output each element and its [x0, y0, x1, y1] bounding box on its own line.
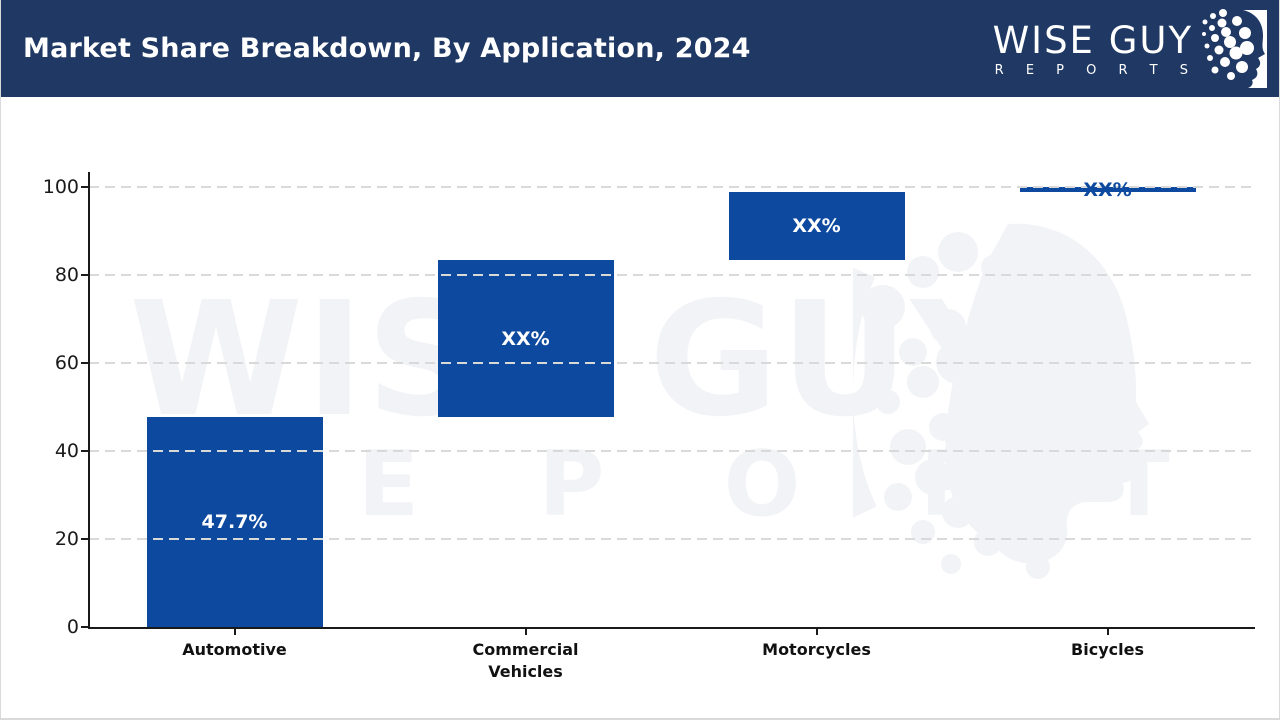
gridline [89, 538, 1253, 540]
y-tick-mark [81, 450, 89, 452]
logo-face-icon [1201, 8, 1267, 92]
x-tick-label-automotive: Automotive [182, 640, 287, 659]
x-tick-mark [524, 629, 527, 635]
wise-guy-logo: WISE GUY R E P O R T S [989, 8, 1267, 92]
bar-bicycles [1019, 187, 1196, 193]
gridline [89, 186, 1253, 188]
y-tick-label: 20 [54, 528, 79, 550]
y-tick-label: 80 [54, 264, 79, 286]
y-tick-label: 0 [66, 616, 79, 638]
y-tick-mark [81, 186, 89, 188]
y-axis [88, 172, 90, 629]
logo-subtitle: R E P O R T S [994, 62, 1197, 78]
y-tick-label: 40 [54, 440, 79, 462]
x-tick-label-commercial-vehicles: Commercial Vehicles [472, 640, 579, 681]
bar-label-motorcycles: XX% [792, 215, 841, 238]
watermark-face-icon [827, 212, 1173, 586]
bar-commercial-vehicles [437, 260, 614, 418]
x-tick-mark [1106, 629, 1109, 635]
x-axis [88, 627, 1255, 629]
bar-automotive [146, 417, 323, 627]
y-tick-mark [81, 362, 89, 364]
gridline [89, 274, 1253, 276]
header: Market Share Breakdown, By Application, … [1, 0, 1279, 97]
x-tick-mark [815, 629, 818, 635]
y-tick-label: 60 [54, 352, 79, 374]
bar-label-automotive: 47.7% [201, 511, 268, 534]
y-tick-mark [81, 626, 89, 628]
x-tick-mark [233, 629, 236, 635]
page-title: Market Share Breakdown, By Application, … [23, 33, 751, 64]
y-tick-label: 100 [42, 176, 79, 198]
y-tick-mark [81, 538, 89, 540]
logo-wordmark: WISE GUY [992, 19, 1194, 63]
gridline [89, 450, 1253, 452]
y-tick-mark [81, 274, 89, 276]
bar-label-bicycles: XX% [1083, 178, 1132, 201]
gridline [89, 362, 1253, 364]
logo-text: WISE GUY R E P O R T S [989, 19, 1197, 78]
x-tick-label-bicycles: Bicycles [1071, 640, 1144, 659]
x-tick-label-motorcycles: Motorcycles [762, 640, 871, 659]
bar-motorcycles [728, 192, 905, 261]
bar-label-commercial-vehicles: XX% [501, 327, 550, 350]
